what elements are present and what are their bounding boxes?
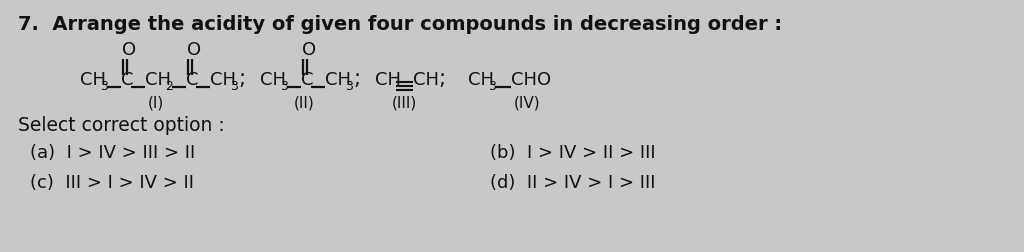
Text: CH: CH <box>145 71 171 89</box>
Text: ;: ; <box>238 69 245 89</box>
Text: 7.  Arrange the acidity of given four compounds in decreasing order :: 7. Arrange the acidity of given four com… <box>18 15 782 34</box>
Text: ;: ; <box>353 69 360 89</box>
Text: ;: ; <box>438 69 445 89</box>
Text: C: C <box>301 71 313 89</box>
Text: (c)  III > I > IV > II: (c) III > I > IV > II <box>30 173 194 191</box>
Text: CH: CH <box>210 71 236 89</box>
Text: C: C <box>186 71 199 89</box>
Text: O: O <box>122 41 136 59</box>
Text: (II): (II) <box>294 94 314 110</box>
Text: CH: CH <box>375 71 401 89</box>
Text: CH: CH <box>413 71 439 89</box>
Text: 3: 3 <box>100 80 108 93</box>
Text: CH: CH <box>80 71 106 89</box>
Text: 2: 2 <box>165 80 173 93</box>
Text: 3: 3 <box>280 80 288 93</box>
Text: 3: 3 <box>230 80 238 93</box>
Text: C: C <box>121 71 133 89</box>
Text: CHO: CHO <box>511 71 551 89</box>
Text: CH: CH <box>325 71 351 89</box>
Text: CH: CH <box>468 71 494 89</box>
Text: (III): (III) <box>391 94 417 110</box>
Text: O: O <box>302 41 316 59</box>
Text: (IV): (IV) <box>514 94 541 110</box>
Text: 3: 3 <box>345 80 353 93</box>
Text: (d)  II > IV > I > III: (d) II > IV > I > III <box>490 173 655 191</box>
Text: CH: CH <box>260 71 286 89</box>
Text: 3: 3 <box>488 80 496 93</box>
Text: Select correct option :: Select correct option : <box>18 115 224 135</box>
Text: O: O <box>187 41 201 59</box>
Text: (a)  I > IV > III > II: (a) I > IV > III > II <box>30 143 196 161</box>
Text: (I): (I) <box>147 94 164 110</box>
Text: (b)  I > IV > II > III: (b) I > IV > II > III <box>490 143 655 161</box>
